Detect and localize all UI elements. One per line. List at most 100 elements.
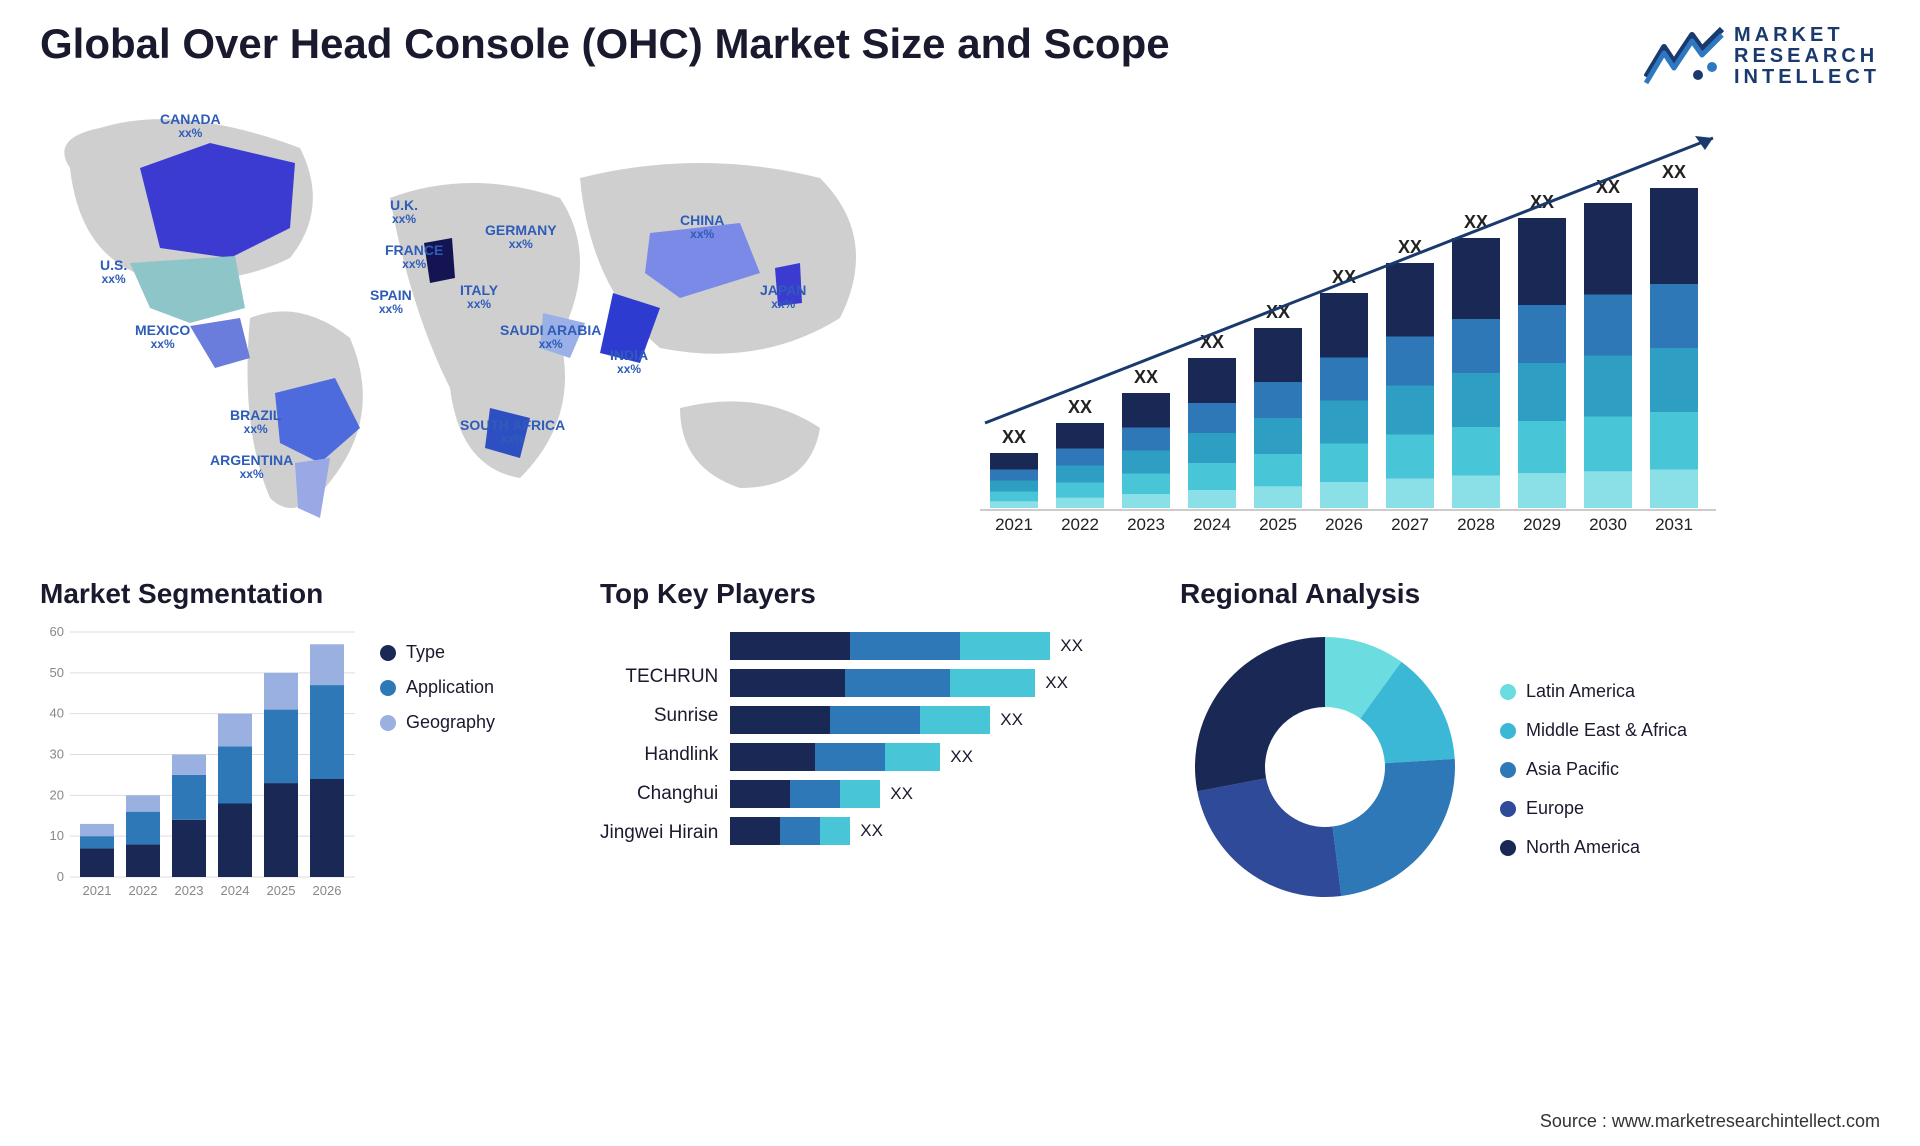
player-bar (730, 743, 940, 771)
svg-text:2022: 2022 (1061, 515, 1099, 534)
player-bar-seg (730, 817, 780, 845)
svg-text:XX: XX (1002, 427, 1026, 447)
player-bar (730, 706, 990, 734)
svg-text:2031: 2031 (1655, 515, 1693, 534)
legend-label: Type (406, 642, 445, 663)
map-label-mexico: MEXICOxx% (135, 323, 190, 352)
regional-legend: Latin AmericaMiddle East & AfricaAsia Pa… (1500, 681, 1687, 858)
regional-legend-item: Europe (1500, 798, 1687, 819)
svg-text:30: 30 (50, 747, 64, 762)
logo-text: MARKET RESEARCH INTELLECT (1734, 25, 1880, 88)
player-bar-seg (820, 817, 850, 845)
svg-text:2023: 2023 (175, 883, 204, 898)
legend-label: Europe (1526, 798, 1584, 819)
segmentation-legend: Type Application Geography (380, 642, 495, 907)
segmentation-chart: 0102030405060202120222023202420252026 (40, 622, 360, 907)
player-bar-value: XX (1045, 673, 1068, 693)
svg-text:10: 10 (50, 828, 64, 843)
svg-text:2027: 2027 (1391, 515, 1429, 534)
map-label-u-s-: U.S.xx% (100, 258, 127, 287)
player-bar-row: XX (730, 743, 1140, 771)
logo-line3: INTELLECT (1734, 67, 1880, 88)
player-name: Jingwei Hirain (600, 822, 718, 844)
player-bar-value: XX (950, 747, 973, 767)
player-bar-seg (960, 632, 1050, 660)
svg-text:XX: XX (1134, 367, 1158, 387)
map-label-china: CHINAxx% (680, 213, 724, 242)
player-name: Handlink (644, 744, 718, 766)
svg-text:50: 50 (50, 665, 64, 680)
player-bar-row: XX (730, 706, 1140, 734)
player-bar-row: XX (730, 780, 1140, 808)
logo-line1: MARKET (1734, 25, 1880, 46)
page-title: Global Over Head Console (OHC) Market Si… (40, 20, 1170, 68)
player-bar (730, 817, 850, 845)
player-bar-seg (885, 743, 940, 771)
map-label-italy: ITALYxx% (460, 283, 498, 312)
players-title: Top Key Players (600, 578, 1140, 610)
player-bar-seg (845, 669, 950, 697)
player-bar-value: XX (860, 821, 883, 841)
regional-legend-item: Latin America (1500, 681, 1687, 702)
player-bar-row: XX (730, 669, 1140, 697)
player-bar-seg (730, 632, 850, 660)
svg-text:60: 60 (50, 624, 64, 639)
top-row: CANADAxx% U.S.xx% MEXICOxx% BRAZILxx% ARGENT… (40, 108, 1880, 538)
svg-text:20: 20 (50, 787, 64, 802)
legend-label: Application (406, 677, 494, 698)
player-bar-value: XX (1060, 636, 1083, 656)
legend-dot (1500, 840, 1516, 856)
svg-text:2025: 2025 (267, 883, 296, 898)
logo-line2: RESEARCH (1734, 46, 1880, 67)
player-bar-row: XX (730, 817, 1140, 845)
map-label-canada: CANADAxx% (160, 112, 221, 141)
map-label-brazil: BRAZILxx% (230, 408, 281, 437)
player-bar-seg (730, 780, 790, 808)
legend-dot (1500, 801, 1516, 817)
player-bar-seg (920, 706, 990, 734)
map-label-south-africa: SOUTH AFRICAxx% (460, 418, 565, 447)
legend-dot (1500, 723, 1516, 739)
player-bar-seg (780, 817, 820, 845)
svg-text:2029: 2029 (1523, 515, 1561, 534)
player-name: TECHRUN (625, 666, 718, 688)
players-panel: Top Key Players TECHRUNSunriseHandlinkCh… (600, 578, 1140, 917)
svg-text:40: 40 (50, 706, 64, 721)
player-bar-seg (840, 780, 880, 808)
seg-legend-item: Type (380, 642, 495, 663)
growth-chart: XX2021XX2022XX2023XX2024XX2025XX2026XX20… (980, 108, 1880, 538)
seg-legend-item: Application (380, 677, 495, 698)
regional-panel: Regional Analysis Latin AmericaMiddle Ea… (1180, 578, 1880, 917)
svg-text:2022: 2022 (129, 883, 158, 898)
svg-text:2021: 2021 (83, 883, 112, 898)
svg-text:XX: XX (1068, 397, 1092, 417)
map-label-saudi-arabia: SAUDI ARABIAxx% (500, 323, 601, 352)
regional-donut (1180, 622, 1470, 917)
player-bar (730, 780, 880, 808)
logo-icon (1644, 27, 1724, 87)
player-bar-value: XX (1000, 710, 1023, 730)
segmentation-title: Market Segmentation (40, 578, 560, 610)
svg-text:2023: 2023 (1127, 515, 1165, 534)
player-bar-seg (950, 669, 1035, 697)
player-bar-seg (830, 706, 920, 734)
player-name: Sunrise (654, 705, 718, 727)
legend-label: North America (1526, 837, 1640, 858)
player-bar (730, 632, 1050, 660)
svg-text:2030: 2030 (1589, 515, 1627, 534)
regional-legend-item: Middle East & Africa (1500, 720, 1687, 741)
source-text: Source : www.marketresearchintellect.com (1540, 1111, 1880, 1132)
bottom-row: Market Segmentation 01020304050602021202… (40, 578, 1880, 917)
segmentation-panel: Market Segmentation 01020304050602021202… (40, 578, 560, 917)
svg-text:2021: 2021 (995, 515, 1033, 534)
players-labels: TECHRUNSunriseHandlinkChanghuiJingwei Hi… (600, 666, 718, 845)
regional-legend-item: North America (1500, 837, 1687, 858)
legend-dot (380, 680, 396, 696)
players-bars: XX XX XX XX XX XX (730, 632, 1140, 845)
svg-text:2026: 2026 (1325, 515, 1363, 534)
seg-legend-item: Geography (380, 712, 495, 733)
svg-text:2024: 2024 (221, 883, 250, 898)
player-bar (730, 669, 1035, 697)
map-label-argentina: ARGENTINAxx% (210, 453, 293, 482)
legend-label: Middle East & Africa (1526, 720, 1687, 741)
